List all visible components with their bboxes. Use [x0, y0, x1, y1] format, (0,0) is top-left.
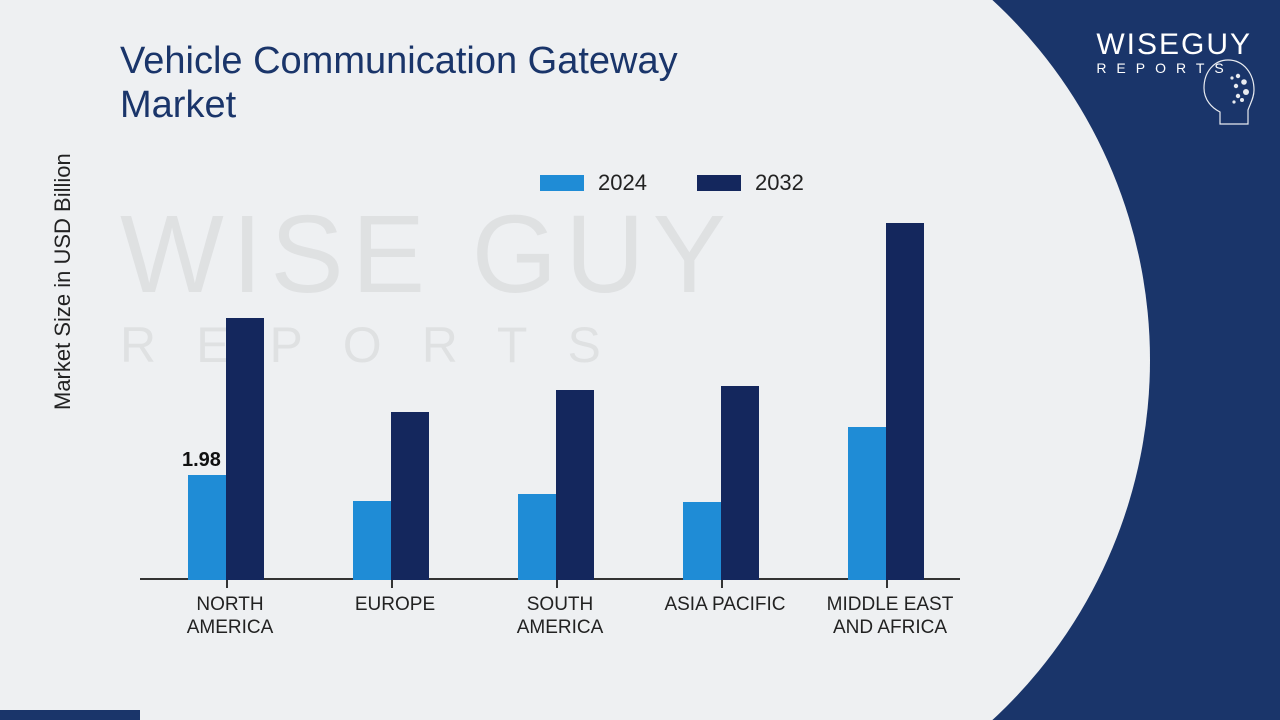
bar — [721, 386, 759, 581]
legend: 2024 2032 — [540, 170, 804, 196]
legend-item: 2024 — [540, 170, 647, 196]
bar — [886, 223, 924, 580]
x-tick — [226, 580, 228, 588]
logo-text-wise: WISE — [1096, 28, 1181, 61]
x-tick — [556, 580, 558, 588]
bar — [556, 390, 594, 580]
legend-swatch — [540, 175, 584, 191]
category-label: NORTH AMERICA — [155, 594, 305, 640]
bar — [518, 494, 556, 580]
y-axis-label: Market Size in USD Billion — [50, 153, 76, 410]
x-tick — [391, 580, 393, 588]
category-label: EUROPE — [320, 594, 470, 617]
bar — [848, 427, 886, 580]
bar — [188, 475, 226, 580]
head-icon — [1198, 58, 1258, 128]
category-label: MIDDLE EAST AND AFRICA — [815, 594, 965, 640]
bar — [683, 502, 721, 580]
infographic-canvas: WISEGUY REPORTS Vehicle Communication Ga… — [0, 0, 1280, 720]
x-tick — [721, 580, 723, 588]
legend-swatch — [697, 175, 741, 191]
category-label: SOUTH AMERICA — [485, 594, 635, 640]
x-tick — [886, 580, 888, 588]
legend-label: 2024 — [598, 170, 647, 196]
category-label: ASIA PACIFIC — [650, 594, 800, 617]
legend-item: 2032 — [697, 170, 804, 196]
brand-logo: WISEGUY REPORTS — [1096, 28, 1252, 76]
legend-label: 2032 — [755, 170, 804, 196]
logo-text-guy: GUY — [1181, 28, 1252, 61]
bar — [391, 412, 429, 580]
chart-title: Vehicle Communication Gateway Market — [120, 40, 800, 127]
chart-area: 20242032 Market Size in USD Billion NORT… — [60, 160, 960, 700]
bar — [226, 318, 264, 580]
footer-accent-bar — [0, 710, 140, 720]
bar — [353, 501, 391, 580]
plot-area: NORTH AMERICAEUROPESOUTH AMERICAASIA PAC… — [140, 210, 960, 580]
data-label: 1.98 — [182, 449, 221, 472]
